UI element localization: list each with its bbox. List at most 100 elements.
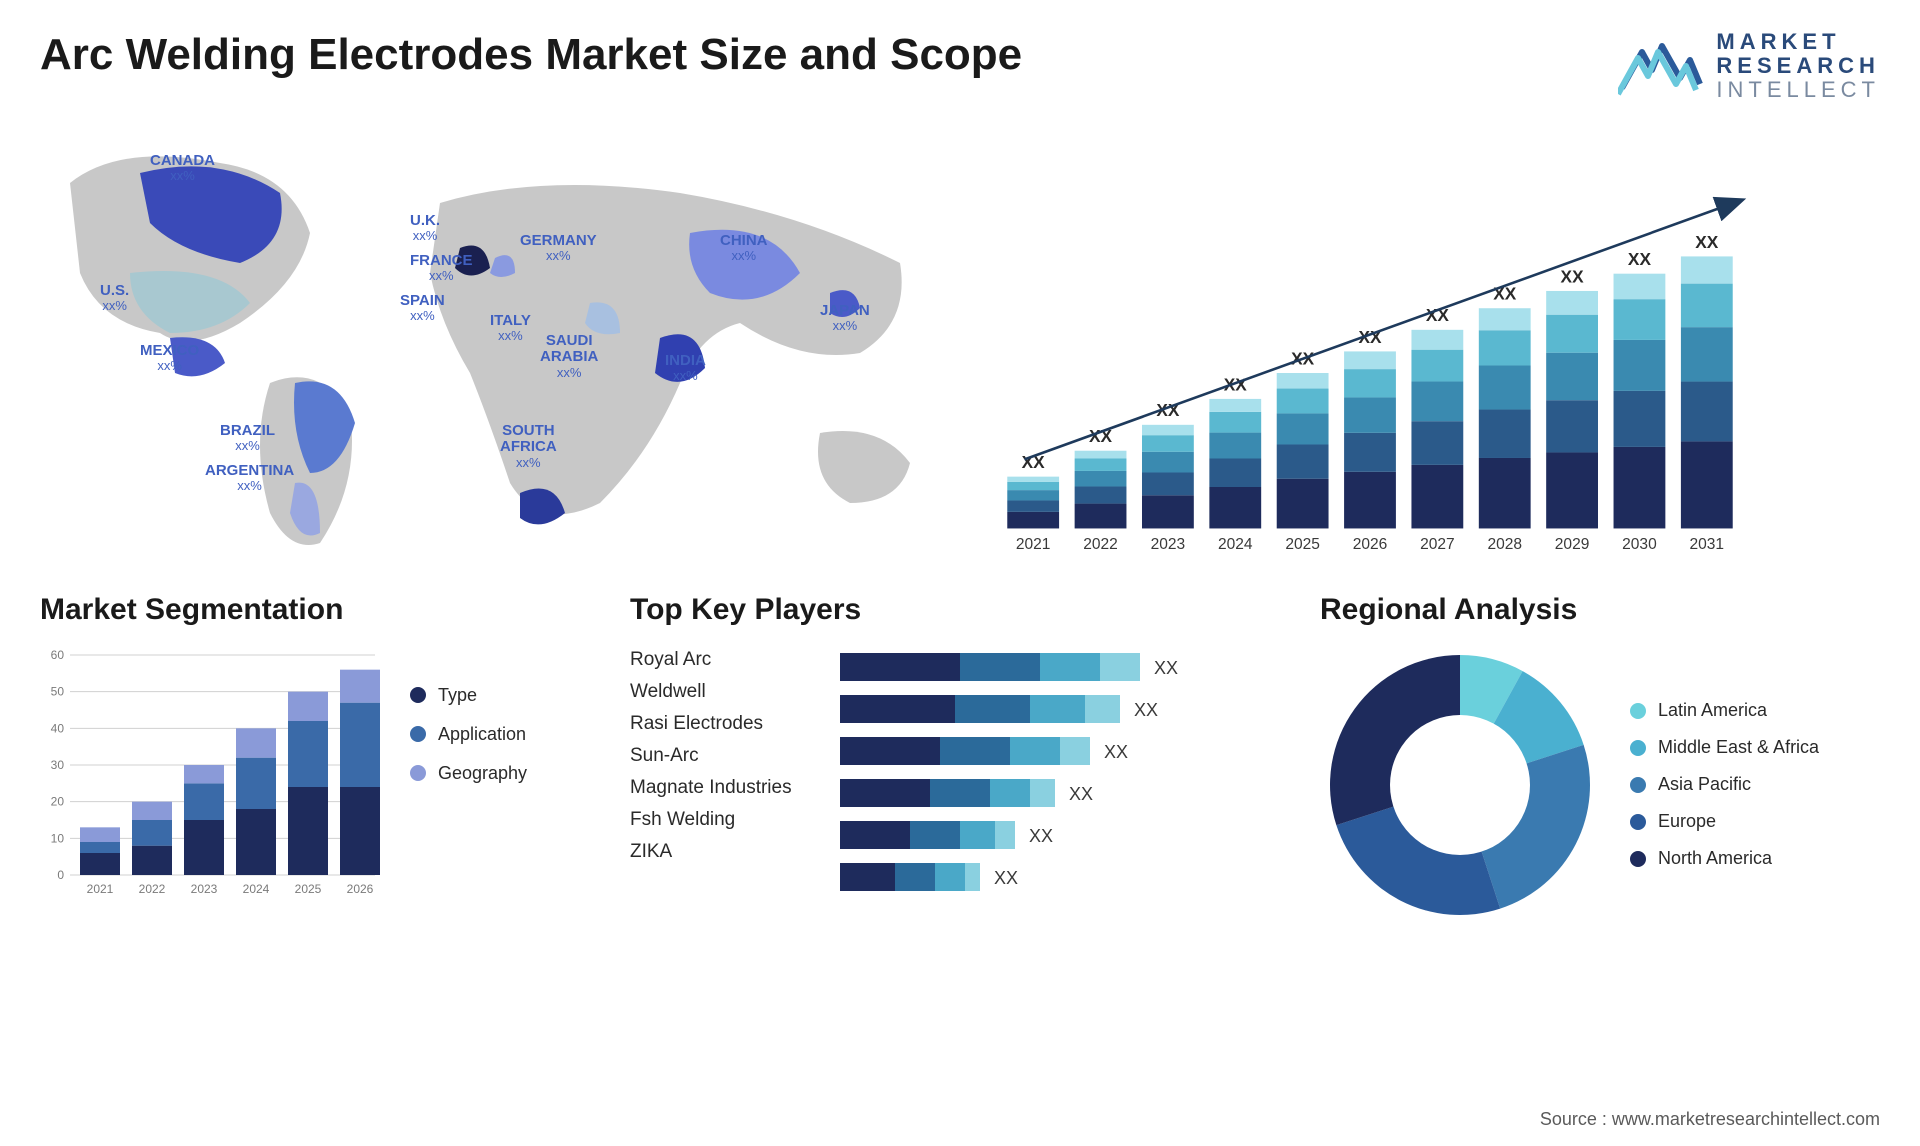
legend-dot <box>410 765 426 781</box>
map-label: SAUDIARABIAxx% <box>540 333 598 380</box>
legend-label: Geography <box>438 763 527 784</box>
source-text: Source : www.marketresearchintellect.com <box>1540 1109 1880 1130</box>
map-label: MEXICOxx% <box>140 343 199 374</box>
svg-text:2021: 2021 <box>1016 536 1051 553</box>
map-label: SOUTHAFRICAxx% <box>500 423 557 470</box>
svg-text:20: 20 <box>51 794 65 808</box>
svg-text:XX: XX <box>1695 231 1719 251</box>
svg-text:2022: 2022 <box>139 882 166 896</box>
segmentation-panel: Market Segmentation 0 10 20 30 40 50 60 2021 20… <box>40 593 600 925</box>
svg-text:2029: 2029 <box>1555 536 1590 553</box>
svg-text:2023: 2023 <box>1151 536 1186 553</box>
legend-dot <box>1630 740 1646 756</box>
legend-dot <box>410 687 426 703</box>
player-name: Rasi Electrodes <box>630 713 840 735</box>
svg-text:2031: 2031 <box>1690 536 1725 553</box>
map-label: ARGENTINAxx% <box>205 463 294 494</box>
svg-text:10: 10 <box>51 831 65 845</box>
player-name: Royal Arc <box>630 649 840 671</box>
logo-line2: RESEARCH <box>1716 54 1880 78</box>
legend-label: Middle East & Africa <box>1658 737 1819 758</box>
svg-text:50: 50 <box>51 684 65 698</box>
world-map-panel: CANADAxx% U.S.xx% MEXICOxx% BRAZILxx% ARGENT… <box>40 123 960 563</box>
player-name: Weldwell <box>630 681 840 703</box>
map-label: CHINAxx% <box>720 233 768 264</box>
legend-item: Geography <box>410 763 527 784</box>
map-label: GERMANYxx% <box>520 233 597 264</box>
legend-label: Type <box>438 685 477 706</box>
legend-item: Middle East & Africa <box>1630 737 1819 758</box>
growth-chart: XX2021XX2022XX2023XX2024XX2025XX2026XX20… <box>990 183 1767 563</box>
key-players-list: Royal Arc Weldwell Rasi Electrodes Sun-Arc M… <box>630 645 840 925</box>
map-label: BRAZILxx% <box>220 423 275 454</box>
legend-item: Europe <box>1630 811 1819 832</box>
map-label: SPAINxx% <box>400 293 445 324</box>
player-name: Sun-Arc <box>630 745 840 767</box>
svg-text:XX: XX <box>1561 266 1585 286</box>
legend-item: Asia Pacific <box>1630 774 1819 795</box>
legend-item: Latin America <box>1630 700 1819 721</box>
player-name: ZIKA <box>630 841 840 863</box>
svg-text:2024: 2024 <box>243 882 270 896</box>
key-players-title: Top Key Players <box>630 593 1290 627</box>
svg-text:40: 40 <box>51 721 65 735</box>
svg-text:2023: 2023 <box>191 882 218 896</box>
svg-text:XX: XX <box>1628 249 1652 269</box>
player-name: Fsh Welding <box>630 809 840 831</box>
map-label: U.S.xx% <box>100 283 129 314</box>
legend-label: Europe <box>1658 811 1716 832</box>
growth-chart-panel: XX2021XX2022XX2023XX2024XX2025XX2026XX20… <box>990 123 1880 563</box>
segmentation-legend: Type Application Geography <box>410 645 527 905</box>
svg-text:2026: 2026 <box>1353 536 1388 553</box>
svg-text:XX: XX <box>994 868 1018 888</box>
regional-panel: Regional Analysis Latin America Middle Ea… <box>1320 593 1880 925</box>
regional-donut <box>1320 645 1600 925</box>
svg-text:2028: 2028 <box>1487 536 1522 553</box>
map-label: U.K.xx% <box>410 213 440 244</box>
legend-dot <box>410 726 426 742</box>
svg-text:30: 30 <box>51 758 65 772</box>
svg-text:XX: XX <box>1069 784 1093 804</box>
map-label: ITALYxx% <box>490 313 531 344</box>
svg-text:2030: 2030 <box>1622 536 1657 553</box>
page-title: Arc Welding Electrodes Market Size and S… <box>40 30 1022 80</box>
key-players-panel: Top Key Players Royal Arc Weldwell Rasi El… <box>630 593 1290 925</box>
legend-label: Asia Pacific <box>1658 774 1751 795</box>
svg-text:2022: 2022 <box>1083 536 1118 553</box>
legend-item: Type <box>410 685 527 706</box>
legend-dot <box>1630 777 1646 793</box>
legend-label: Latin America <box>1658 700 1767 721</box>
svg-text:XX: XX <box>1134 700 1158 720</box>
legend-label: Application <box>438 724 526 745</box>
legend-dot <box>1630 851 1646 867</box>
svg-text:2021: 2021 <box>87 882 114 896</box>
segmentation-chart: 0 10 20 30 40 50 60 2021 2022 2023 2024 2025 2026 <box>40 645 380 905</box>
logo-icon <box>1618 34 1704 98</box>
svg-text:2025: 2025 <box>295 882 322 896</box>
map-label: CANADAxx% <box>150 153 215 184</box>
brand-logo: MARKET RESEARCH INTELLECT <box>1618 30 1880 103</box>
svg-text:2026: 2026 <box>347 882 374 896</box>
map-label: JAPANxx% <box>820 303 870 334</box>
svg-text:XX: XX <box>1154 658 1178 678</box>
regional-legend: Latin America Middle East & Africa Asia Pa… <box>1630 700 1819 869</box>
regional-title: Regional Analysis <box>1320 593 1880 627</box>
legend-label: North America <box>1658 848 1772 869</box>
svg-text:2025: 2025 <box>1285 536 1320 553</box>
legend-dot <box>1630 814 1646 830</box>
legend-dot <box>1630 703 1646 719</box>
svg-text:XX: XX <box>1104 742 1128 762</box>
map-label: INDIAxx% <box>665 353 706 384</box>
legend-item: North America <box>1630 848 1819 869</box>
segmentation-title: Market Segmentation <box>40 593 600 627</box>
logo-line1: MARKET <box>1716 30 1880 54</box>
svg-text:0: 0 <box>57 868 64 882</box>
svg-text:60: 60 <box>51 648 65 662</box>
logo-line3: INTELLECT <box>1716 78 1880 102</box>
legend-item: Application <box>410 724 527 745</box>
map-label: FRANCExx% <box>410 253 473 284</box>
svg-text:2027: 2027 <box>1420 536 1455 553</box>
player-name: Magnate Industries <box>630 777 840 799</box>
svg-text:XX: XX <box>1029 826 1053 846</box>
svg-text:2024: 2024 <box>1218 536 1253 553</box>
